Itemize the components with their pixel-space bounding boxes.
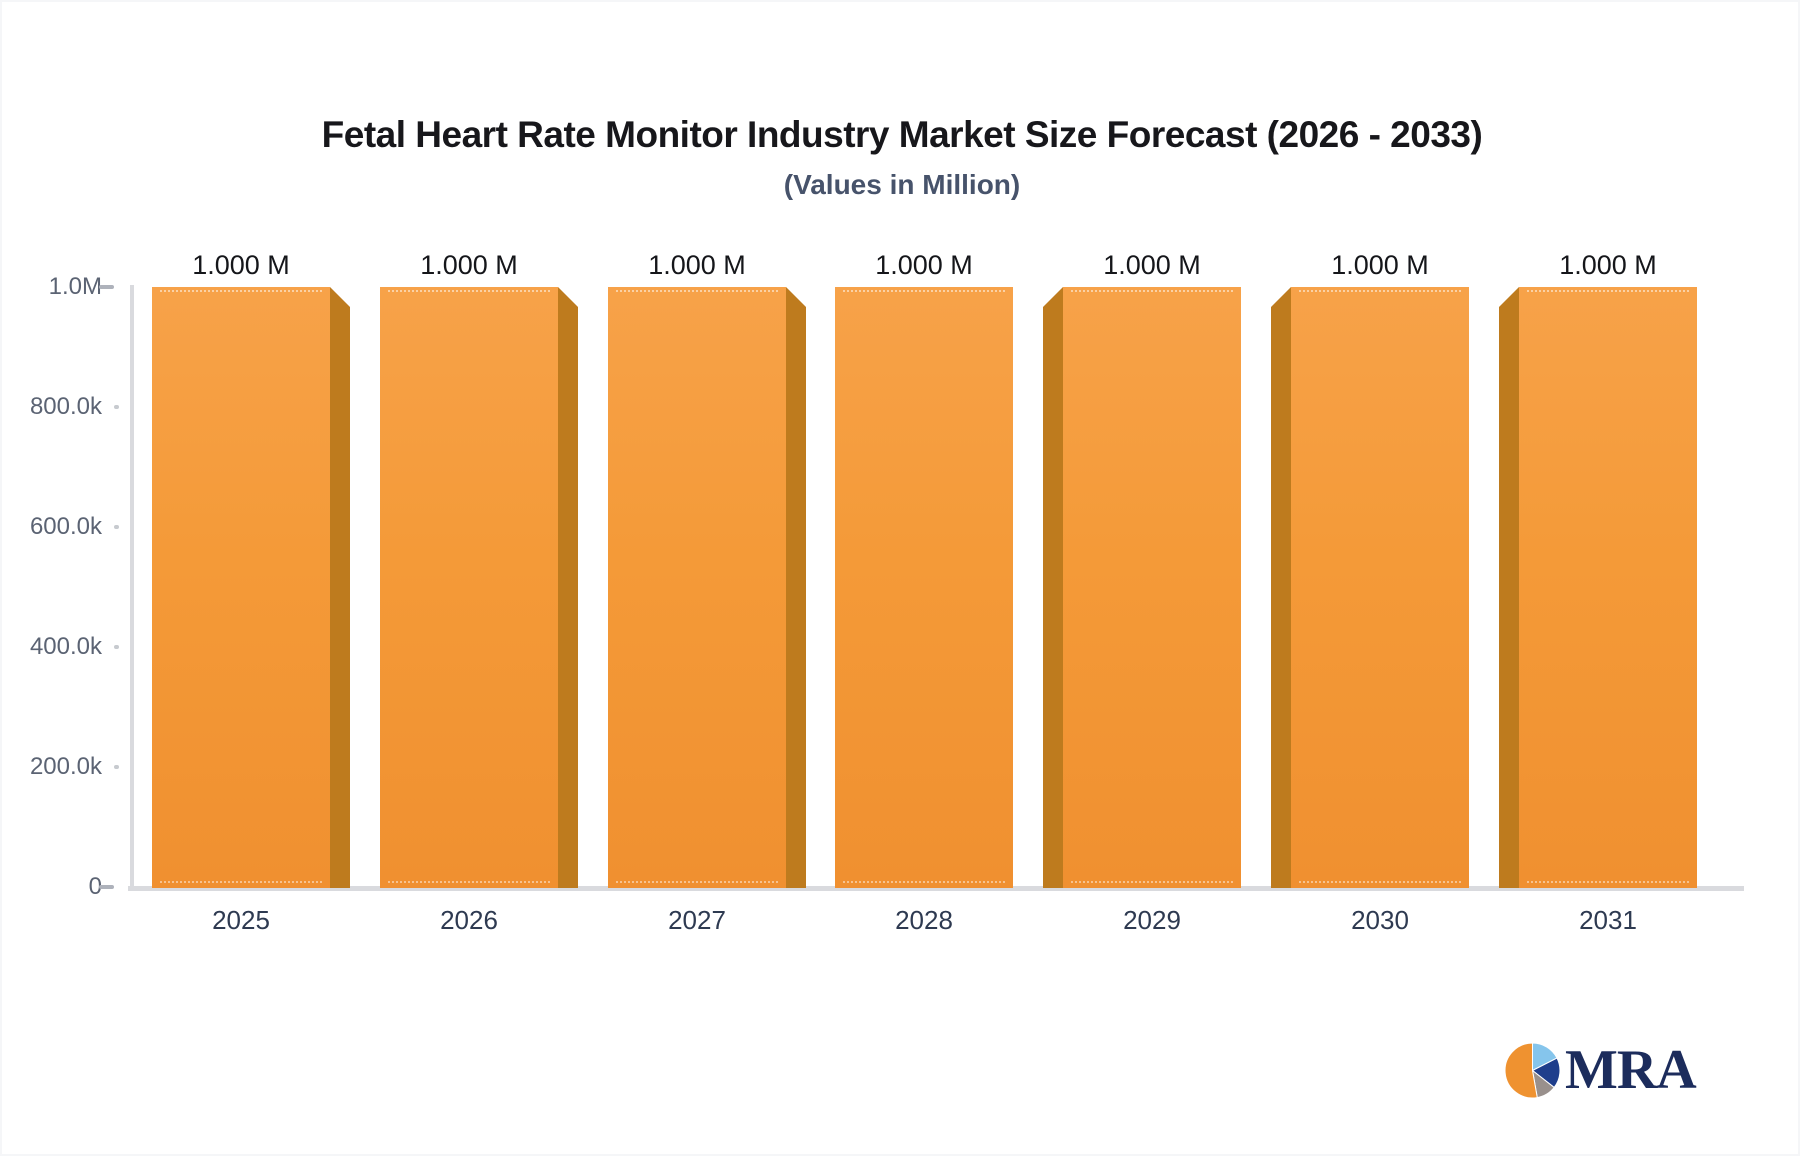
bar-value-label: 1.000 M	[1559, 250, 1657, 280]
x-axis-label: 2030	[1351, 905, 1409, 935]
bar-face	[1063, 287, 1241, 888]
pie-slice-orange	[1504, 1042, 1538, 1098]
chart-subtitle: (Values in Million)	[783, 169, 1021, 200]
bar-2027[interactable]: 1.000 M 2027	[608, 250, 806, 935]
mra-logo-text: MRA	[1565, 1039, 1697, 1101]
bar-2028[interactable]: 1.000 M 2028	[835, 250, 1013, 935]
y-axis-tick	[99, 285, 114, 289]
bar-2029[interactable]: 1.000 M 2029	[1043, 250, 1241, 935]
y-axis-line	[130, 285, 134, 890]
y-axis-tick	[114, 405, 119, 409]
mra-pie-icon	[1504, 1042, 1561, 1098]
bar-side-shadow	[1271, 287, 1291, 888]
chart-title: Fetal Heart Rate Monitor Industry Market…	[321, 114, 1483, 155]
bar-value-label: 1.000 M	[648, 250, 746, 280]
bar-value-label: 1.000 M	[192, 250, 290, 280]
y-axis-tick	[99, 885, 114, 889]
bar-value-label: 1.000 M	[875, 250, 973, 280]
y-axis-label: 600.0k	[29, 513, 102, 540]
y-axis-label: 0	[88, 873, 102, 900]
x-axis-label: 2026	[440, 905, 498, 935]
x-axis-label: 2031	[1579, 905, 1637, 935]
bar-side-shadow	[1499, 287, 1519, 888]
x-axis-label: 2027	[668, 905, 726, 935]
bar-side-shadow	[786, 287, 806, 888]
bar-value-label: 1.000 M	[1331, 250, 1429, 280]
bar-face	[1519, 287, 1697, 888]
bar-2031[interactable]: 1.000 M 2031	[1499, 250, 1697, 935]
bar-face	[152, 287, 330, 888]
bar-2030[interactable]: 1.000 M 2030	[1271, 250, 1469, 935]
bar-face	[608, 287, 786, 888]
y-axis-label: 800.0k	[29, 393, 102, 420]
bar-side-shadow	[558, 287, 578, 888]
bar-face	[835, 287, 1013, 888]
bar-face	[1291, 287, 1469, 888]
y-axis-tick	[114, 525, 119, 529]
y-axis-label: 400.0k	[29, 633, 102, 660]
y-axis-label: 200.0k	[29, 753, 102, 780]
y-axis-tick	[114, 645, 119, 649]
bar-face	[380, 287, 558, 888]
x-axis-line	[128, 886, 1744, 891]
y-axis-tick	[114, 765, 119, 769]
x-axis-label: 2029	[1123, 905, 1181, 935]
mra-logo: MRA	[1504, 1039, 1697, 1101]
x-axis-label: 2028	[895, 905, 953, 935]
bar-side-shadow	[1043, 287, 1063, 888]
bar-2025[interactable]: 1.000 M 2025	[152, 250, 350, 935]
x-axis-label: 2025	[212, 905, 270, 935]
bar-value-label: 1.000 M	[420, 250, 518, 280]
bar-2026[interactable]: 1.000 M 2026	[380, 250, 578, 935]
bar-value-label: 1.000 M	[1103, 250, 1201, 280]
y-axis-label: 1.0M	[48, 273, 102, 300]
bar-side-shadow	[330, 287, 350, 888]
